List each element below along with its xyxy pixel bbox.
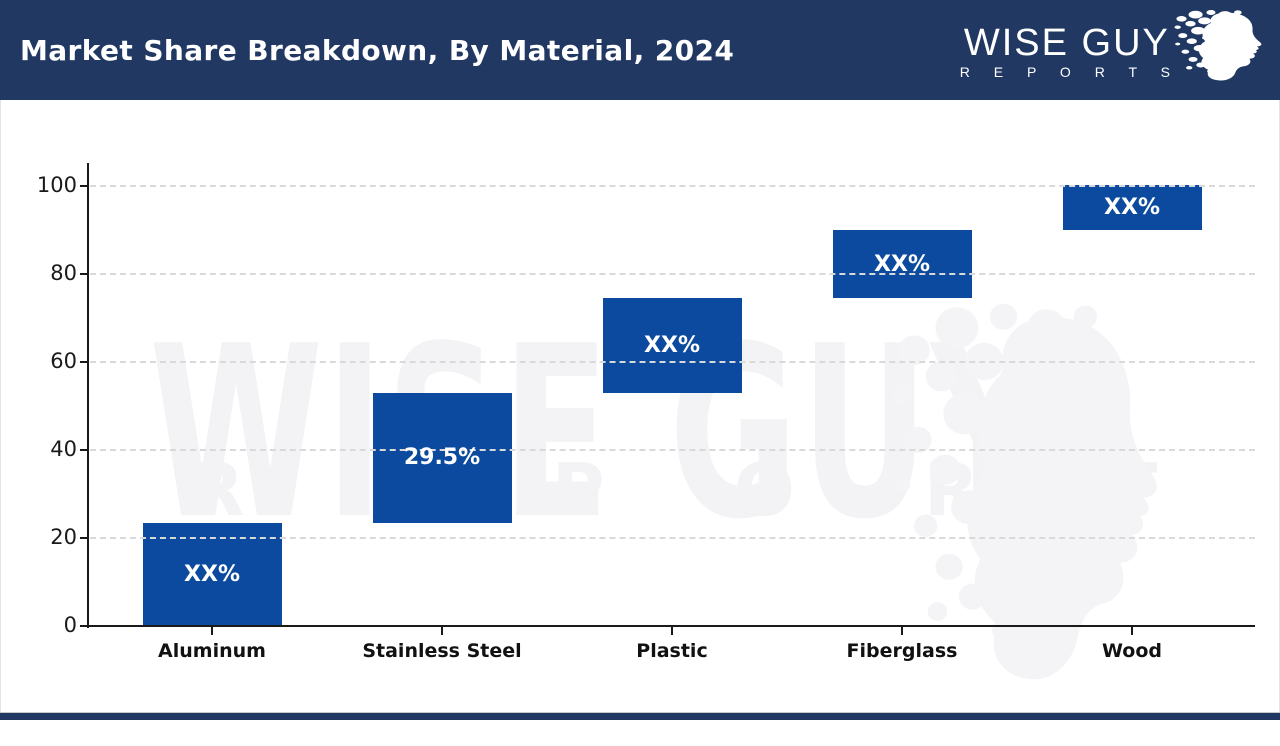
bar-plastic bbox=[602, 298, 742, 393]
bar-label-wood: XX% bbox=[1104, 194, 1160, 220]
x-label-stainless-steel: Stainless Steel bbox=[362, 640, 522, 662]
gridline-60 bbox=[90, 361, 1255, 363]
gridline-20 bbox=[90, 537, 1255, 539]
bar-fiberglass bbox=[832, 230, 972, 299]
chart-plot-area: WISE GUY R E P O R T S 0 20 40 60 80 100 XX% 29… bbox=[0, 100, 1280, 712]
y-tick-label-40: 40 bbox=[50, 437, 77, 461]
y-tick-label-60: 60 bbox=[50, 349, 77, 373]
y-tick-label-80: 80 bbox=[50, 261, 77, 285]
bar-stainless-steel bbox=[372, 392, 512, 523]
y-tick-80 bbox=[80, 273, 88, 275]
brand-subname: R E P O R T S bbox=[959, 63, 1180, 80]
x-tick-stainless-steel bbox=[441, 627, 443, 635]
x-label-wood: Wood bbox=[1102, 640, 1162, 662]
bar-wood bbox=[1062, 184, 1202, 230]
y-tick-20 bbox=[80, 537, 88, 539]
x-tick-plastic bbox=[671, 627, 673, 635]
brand-head-icon bbox=[1170, 9, 1266, 93]
x-tick-wood bbox=[1131, 627, 1133, 635]
y-tick-40 bbox=[80, 449, 88, 451]
y-tick-60 bbox=[80, 361, 88, 363]
watermark-text: WISE GUY bbox=[149, 296, 1048, 572]
bar-label-plastic: XX% bbox=[644, 332, 700, 358]
brand-logo: WISE GUY R E P O R T S bbox=[954, 8, 1266, 94]
footer-bar bbox=[0, 712, 1280, 720]
y-axis-line bbox=[87, 163, 89, 628]
chart-title: Market Share Breakdown, By Material, 202… bbox=[20, 33, 735, 67]
x-label-plastic: Plastic bbox=[636, 640, 708, 662]
y-tick-0 bbox=[80, 625, 88, 627]
bar-label-aluminum: XX% bbox=[184, 561, 240, 587]
y-tick-label-20: 20 bbox=[50, 525, 77, 549]
y-tick-100 bbox=[80, 185, 88, 187]
y-tick-label-100: 100 bbox=[36, 173, 77, 197]
x-axis-line bbox=[87, 625, 1255, 627]
gridline-40 bbox=[90, 449, 1255, 451]
x-tick-fiberglass bbox=[901, 627, 903, 635]
y-tick-label-0: 0 bbox=[63, 613, 77, 637]
x-tick-aluminum bbox=[211, 627, 213, 635]
watermark-head-icon bbox=[879, 298, 1171, 746]
page: { "header": { "title": "Market Share Bre… bbox=[0, 0, 1280, 720]
bar-label-stainless-steel: 29.5% bbox=[403, 445, 481, 471]
brand-name: WISE GUY bbox=[963, 21, 1170, 64]
x-label-fiberglass: Fiberglass bbox=[846, 640, 958, 662]
header-bar: Market Share Breakdown, By Material, 202… bbox=[0, 0, 1280, 100]
bar-aluminum bbox=[142, 522, 282, 626]
bar-label-fiberglass: XX% bbox=[874, 251, 930, 277]
gridline-80 bbox=[90, 273, 1255, 275]
gridline-100 bbox=[90, 185, 1255, 187]
brand-logo-text: WISE GUY R E P O R T S bbox=[954, 23, 1180, 80]
x-label-aluminum: Aluminum bbox=[158, 640, 266, 662]
